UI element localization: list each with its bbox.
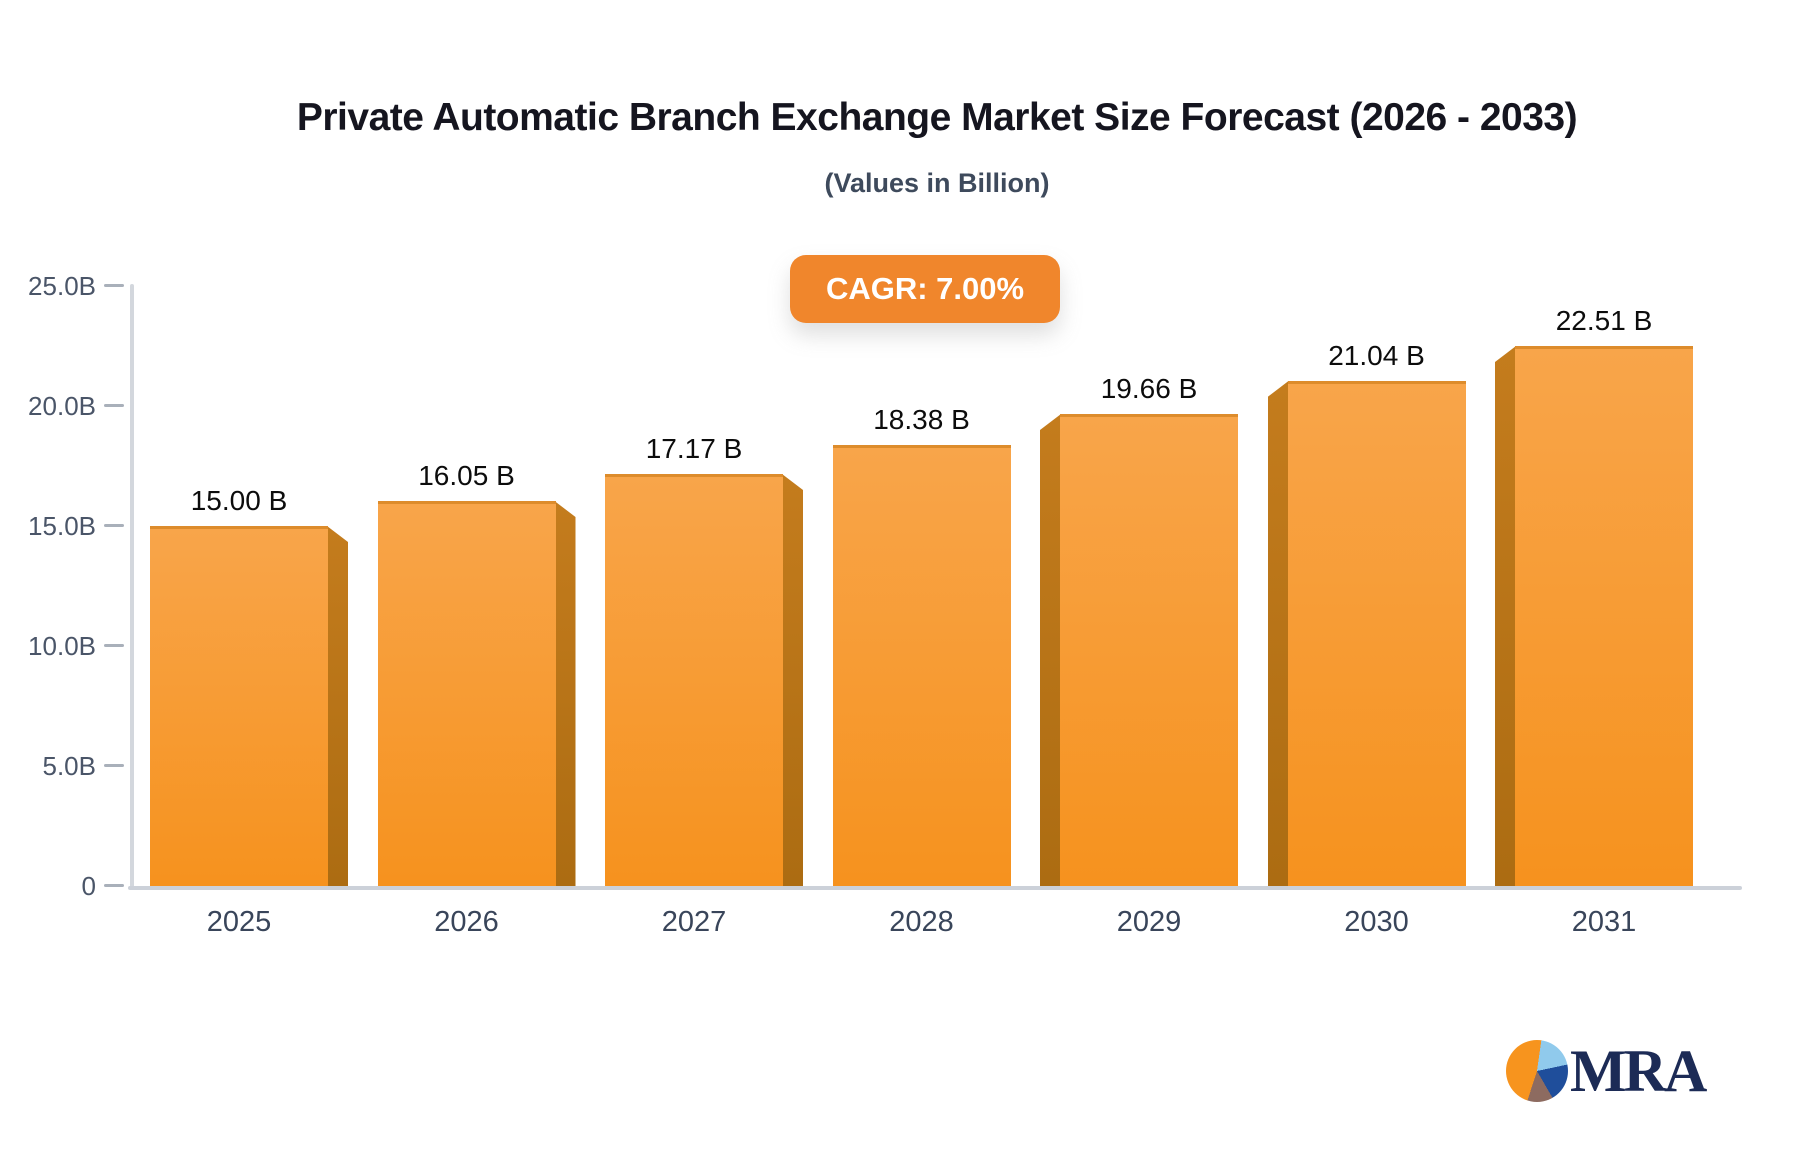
mra-logo-text: MRA [1570,1038,1707,1104]
bar-value-label: 19.66 B [1100,373,1198,404]
cagr-badge: CAGR: 7.00% [790,255,1060,323]
bar [1515,346,1693,886]
bar-value-label: 17.17 B [645,433,743,464]
bar-value-label: 21.04 B [1328,340,1425,371]
bar-side-shade [1040,414,1061,886]
y-axis-tick [104,764,124,767]
y-axis-label: 15.0B [28,511,96,541]
x-axis-label: 2029 [1116,906,1182,938]
bar-side-shade [1267,381,1289,886]
bar [605,474,783,886]
x-axis-label: 2025 [206,906,272,938]
y-axis-tick [104,524,124,527]
y-axis-label: 20.0B [28,391,96,421]
y-axis-label: 0 [81,871,96,901]
y-axis-tick [104,284,124,287]
bar [150,526,328,886]
y-axis-tick [104,884,124,887]
y-axis-tick [104,404,124,407]
bar-value-label: 16.05 B [418,460,515,491]
bar-side-shade [1495,346,1516,886]
x-axis-label: 2030 [1344,906,1409,938]
x-axis-label: 2026 [434,906,499,938]
bar-side-shade [327,526,348,886]
chart-title: Private Automatic Branch Exchange Market… [296,96,1578,139]
bar-side-shade [782,474,803,886]
x-axis-label: 2028 [889,906,954,938]
bar [1287,381,1466,886]
bar-value-label: 15.00 B [190,485,288,516]
pie-chart-icon [1506,1040,1568,1102]
bar [832,445,1011,886]
mra-logo: MRA [1506,1038,1707,1104]
chart-subtitle: (Values in Billion) [824,168,1050,198]
x-axis-label: 2027 [661,906,727,938]
y-axis-tick [104,644,124,647]
bar-value-label: 18.38 B [873,404,970,435]
y-axis-label: 10.0B [28,631,96,661]
x-axis-label: 2031 [1571,906,1637,938]
x-axis-baseline [128,886,1742,890]
y-axis-label: 5.0B [42,751,97,781]
y-axis-line [130,284,134,890]
bar [1060,414,1238,886]
bar-value-label: 22.51 B [1555,305,1653,336]
bar [377,501,556,886]
bar-side-shade [554,501,576,886]
y-axis-label: 25.0B [28,271,96,301]
